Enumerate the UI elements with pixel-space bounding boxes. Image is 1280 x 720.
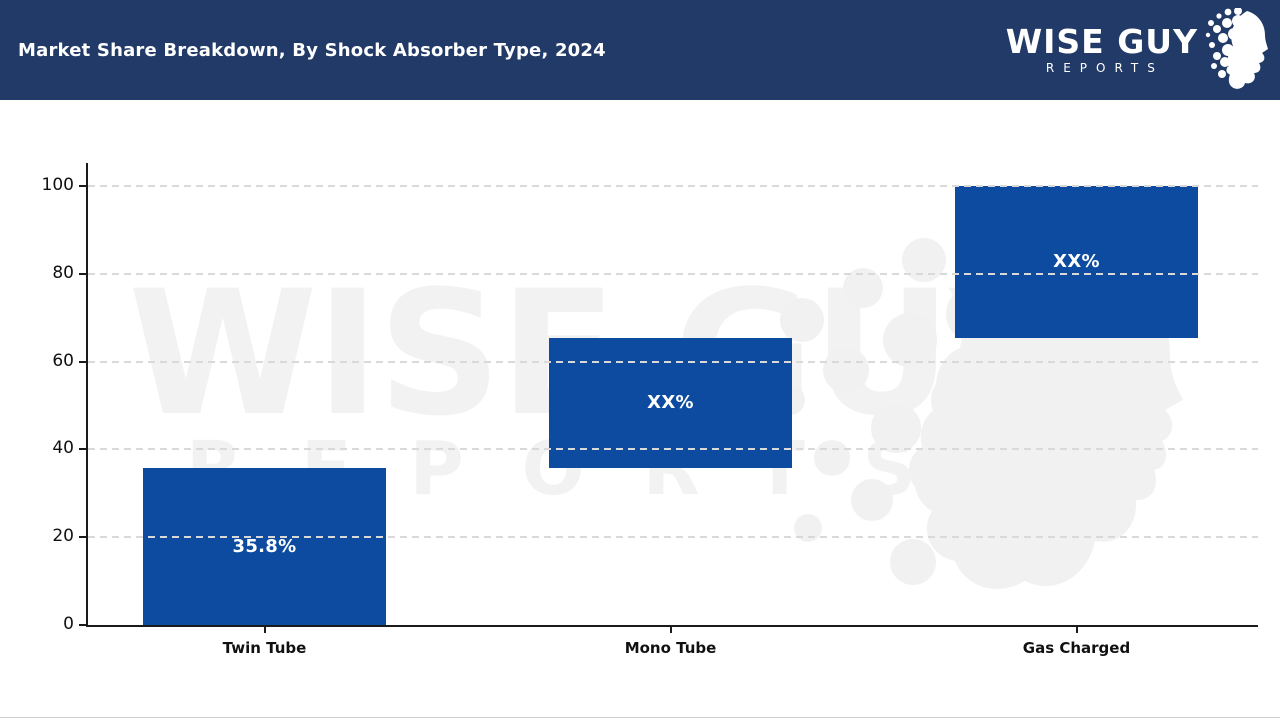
y-tick-label-60: 60: [52, 350, 74, 371]
page-title: Market Share Breakdown, By Shock Absorbe…: [18, 39, 606, 61]
bar-twin-tube: 35.8%: [143, 467, 386, 625]
bar-value-label: XX%: [647, 392, 694, 414]
gridline-20: [88, 536, 1258, 539]
y-tick-mark-0: [79, 624, 86, 626]
logo-text: WISE GUY REPORTS: [1005, 21, 1198, 76]
y-tick-label-40: 40: [52, 438, 74, 459]
plot-area: 35.8% XX% XX%: [86, 163, 1258, 627]
x-tick-mark-mono-tube: [669, 625, 672, 633]
y-tick-label-80: 80: [52, 262, 74, 283]
y-tick-label-100: 100: [41, 175, 74, 195]
y-tick-mark-80: [79, 272, 86, 275]
bottom-divider: [0, 717, 1280, 718]
chart-area: WISE GUY REPORTS 35.8% XX% XX% 0 20 40 60 80 10…: [0, 100, 1280, 720]
y-tick-mark-40: [79, 448, 86, 451]
x-tick-label-gas-charged: Gas Charged: [1022, 639, 1131, 657]
gridline-60: [88, 360, 1258, 363]
y-tick-mark-100: [79, 185, 86, 187]
y-tick-mark-60: [79, 360, 86, 363]
header-bar: Market Share Breakdown, By Shock Absorbe…: [0, 0, 1280, 100]
gridline-100: [88, 185, 1258, 187]
y-axis-line: [86, 163, 88, 627]
x-tick-label-twin-tube: Twin Tube: [222, 639, 307, 657]
logo-subtext: REPORTS: [1045, 61, 1164, 76]
wiseguy-face-icon: [1205, 8, 1268, 89]
x-tick-mark-twin-tube: [263, 625, 266, 633]
logo-wordmark: WISE GUY: [1005, 21, 1198, 61]
y-tick-label-0: 0: [63, 614, 74, 634]
gridline-80: [88, 272, 1258, 275]
bar-gas-charged: XX%: [955, 186, 1198, 338]
bar-value-label: XX%: [1053, 251, 1100, 273]
y-tick-label-20: 20: [52, 526, 74, 547]
x-tick-label-mono-tube: Mono Tube: [624, 639, 717, 657]
wiseguy-logo: WISE GUY REPORTS: [1006, 6, 1268, 94]
bar-mono-tube: XX%: [549, 337, 792, 468]
y-tick-mark-20: [79, 536, 86, 539]
x-axis-line: [86, 625, 1258, 627]
gridline-40: [88, 448, 1258, 451]
x-tick-mark-gas-charged: [1075, 625, 1078, 633]
bar-value-label: 35.8%: [232, 535, 297, 557]
